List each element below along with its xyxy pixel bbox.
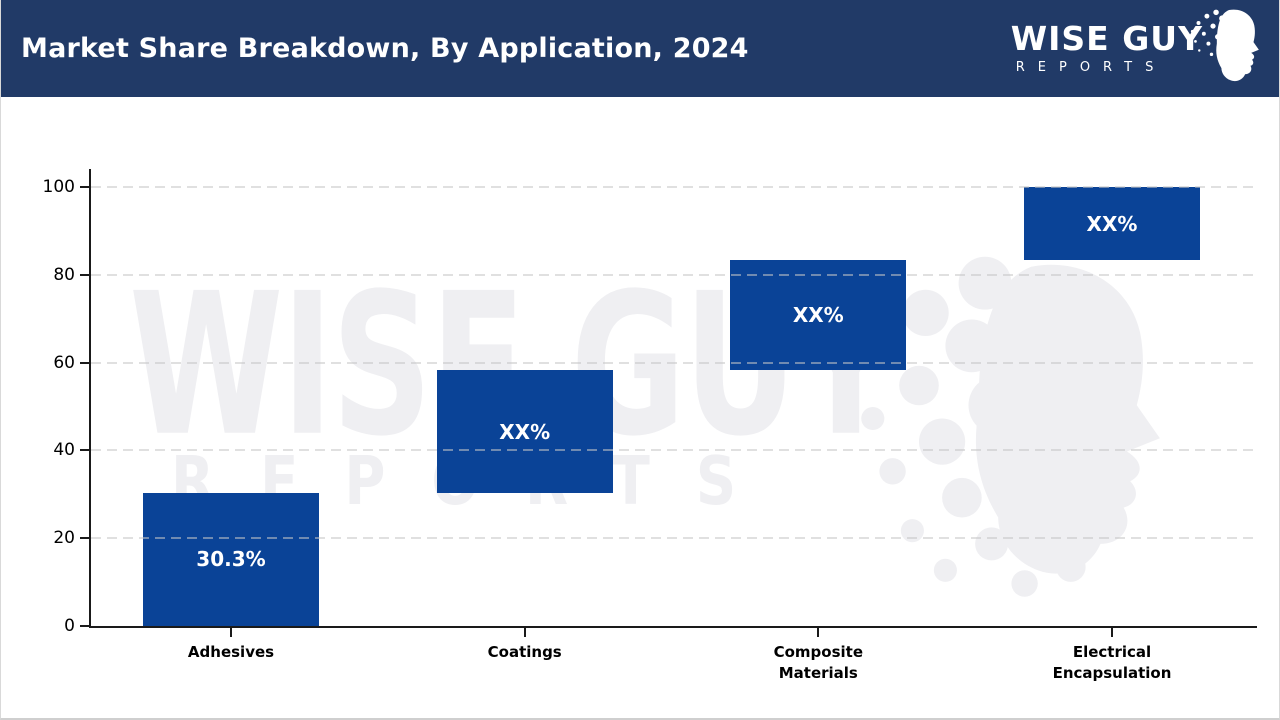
x-axis-label-composite-materials: Composite Materials bbox=[773, 643, 863, 682]
y-axis-label-60: 60 bbox=[53, 352, 75, 373]
y-tick-40 bbox=[80, 449, 89, 452]
x-axis-label-coatings: Coatings bbox=[487, 643, 562, 661]
header-bar: Market Share Breakdown, By Application, … bbox=[1, 0, 1279, 97]
gridline-80 bbox=[91, 273, 1255, 276]
bar-composite-materials: XX% bbox=[730, 260, 907, 371]
y-tick-80 bbox=[80, 273, 89, 276]
y-axis-label-100: 100 bbox=[42, 177, 75, 197]
x-tick-composite-materials bbox=[817, 628, 820, 637]
brand-face-icon bbox=[1190, 9, 1259, 81]
bar-electrical-encapsulation: XX% bbox=[1024, 187, 1200, 261]
y-axis-label-40: 40 bbox=[53, 440, 75, 461]
plot-region: 30.3% Adhesives XX% Coatings XX% Composite Ma… bbox=[1, 97, 1279, 718]
y-tick-0 bbox=[80, 625, 89, 627]
gridline-40 bbox=[91, 449, 1255, 452]
x-tick-coatings bbox=[523, 628, 526, 637]
bar-value-label: 30.3% bbox=[196, 547, 266, 572]
x-axis-line bbox=[89, 626, 1257, 628]
bar-value-label: XX% bbox=[792, 303, 844, 328]
bar-value-label: XX% bbox=[1086, 211, 1138, 236]
brand-subtitle: REPORTS bbox=[1015, 60, 1167, 75]
y-axis-label-80: 80 bbox=[53, 264, 75, 285]
y-tick-60 bbox=[80, 361, 89, 364]
y-tick-100 bbox=[80, 186, 89, 188]
gridline-100 bbox=[91, 186, 1255, 188]
brand-name: WISE GUY bbox=[1010, 19, 1203, 58]
chart-title: Market Share Breakdown, By Application, … bbox=[21, 33, 749, 64]
chart-area: WISE GUY REPORTS 30.3%AdhesivesXX%Coatin… bbox=[1, 97, 1279, 718]
x-axis-label-electrical-encapsulation: Electrical Encapsulation bbox=[1052, 643, 1172, 682]
bar-coatings: XX% bbox=[436, 370, 613, 493]
gridline-60 bbox=[91, 361, 1255, 364]
x-axis-label-adhesives: Adhesives bbox=[187, 643, 275, 661]
x-tick-electrical-encapsulation bbox=[1111, 628, 1113, 637]
y-axis-label-0: 0 bbox=[64, 616, 75, 636]
bar-value-label: XX% bbox=[499, 419, 551, 444]
brand-logo: WISE GUY REPORTS bbox=[1011, 7, 1265, 91]
gridline-20 bbox=[91, 537, 1255, 540]
y-tick-20 bbox=[80, 537, 89, 540]
y-axis-line bbox=[89, 169, 91, 628]
y-axis-label-20: 20 bbox=[53, 528, 75, 549]
bar-adhesives: 30.3% bbox=[143, 492, 319, 626]
x-tick-adhesives bbox=[230, 628, 232, 637]
